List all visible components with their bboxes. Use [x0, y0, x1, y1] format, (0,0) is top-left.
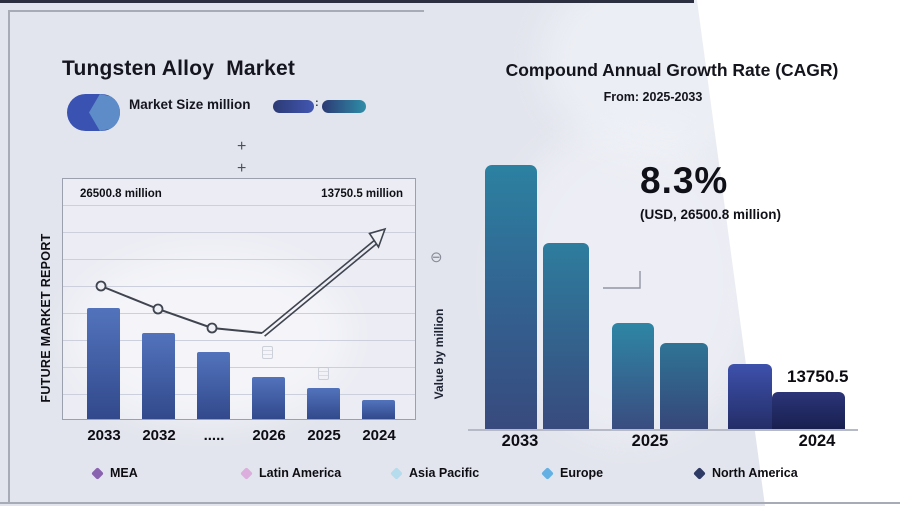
legend-label: North America: [712, 466, 798, 480]
watermark-vertical-label: FUTURE MARKET REPORT: [39, 233, 53, 403]
plus-icon: +: [237, 160, 247, 177]
clipboard-icon: [318, 367, 329, 380]
end-value-annotation: 13750.5 million: [321, 188, 403, 200]
legend-label: MEA: [110, 466, 138, 480]
cagr-bar-2024-b: [772, 392, 845, 430]
diamond-icon: [390, 466, 403, 480]
top-border-strip: [0, 0, 694, 3]
pill-separator: :: [315, 97, 319, 109]
bar-2033: [87, 308, 120, 419]
x-axis-label: 2025: [307, 427, 341, 444]
left-frame-line: [8, 10, 10, 503]
legend-item-europe: Europe: [541, 466, 604, 480]
cylinder-cap-shape: [89, 94, 120, 131]
clipboard-icon: [262, 346, 273, 359]
top-frame-line: [8, 10, 424, 12]
market-size-chart: 26500.8 million 13750.5 million: [62, 178, 416, 420]
cagr-subtitle: From: 2025-2033: [603, 90, 703, 104]
legend-pill-teal: [322, 100, 366, 113]
market-size-cylinder-icon: [67, 94, 120, 131]
legend-pill-blue: [273, 100, 314, 113]
legend-item-asia-pacific: Asia Pacific: [390, 466, 480, 480]
cagr-value: 8.3%: [640, 160, 729, 201]
plus-icon: +: [237, 138, 247, 155]
bar-2032: [142, 333, 175, 419]
gridline: [63, 232, 415, 233]
cagr-title: Compound Annual Growth Rate (CAGR): [505, 60, 839, 80]
cagr-bar-2024-a: [728, 364, 772, 430]
cagr-axis-line: [468, 429, 858, 431]
gridline: [63, 205, 415, 206]
minus-circle-icon: ⊖: [430, 249, 443, 266]
x-axis-label: .....: [203, 427, 225, 444]
gridline: [63, 394, 415, 395]
legend-label: Latin America: [259, 466, 342, 480]
value-axis-label: Value by million: [432, 308, 446, 400]
diamond-icon: [541, 466, 554, 480]
diamond-icon: [693, 466, 706, 480]
bar-2025: [307, 388, 340, 419]
cagr-bar-2033-b: [543, 243, 589, 430]
legend-item-mea: MEA: [91, 466, 138, 480]
bar-2024: [362, 400, 395, 419]
diamond-icon: [91, 466, 104, 480]
cagr-caption: (USD, 26500.8 million): [640, 207, 782, 222]
cagr-x-label: 2025: [631, 432, 669, 450]
bottom-frame-line: [0, 502, 900, 504]
x-axis-label: 2032: [142, 427, 176, 444]
cagr-bar-2033-a: [485, 165, 537, 430]
start-value-annotation: 26500.8 million: [80, 188, 162, 200]
gridline: [63, 340, 415, 341]
gridline: [63, 259, 415, 260]
cagr-x-label: 2033: [501, 432, 539, 450]
bar-2026: [252, 377, 285, 419]
page-title: Tungsten Alloy Market: [62, 57, 296, 80]
x-axis-label: 2026: [252, 427, 286, 444]
market-size-label: Market Size million: [129, 97, 251, 112]
gridline: [63, 286, 415, 287]
legend-label: Asia Pacific: [409, 466, 480, 480]
value-callout: 13750.5: [787, 367, 849, 386]
diamond-icon: [240, 466, 253, 480]
cagr-x-label: 2024: [798, 432, 836, 450]
gridline: [63, 367, 415, 368]
x-axis-label: 2024: [362, 427, 396, 444]
x-axis-label: 2033: [87, 427, 121, 444]
cagr-bar-2025-b: [660, 343, 708, 430]
legend-item-north-america: North America: [693, 466, 798, 480]
legend-label: Europe: [560, 466, 604, 480]
legend-item-latin-america: Latin America: [240, 466, 342, 480]
cagr-bar-2025-a: [612, 323, 654, 430]
bar-ellipsis: [197, 352, 230, 419]
